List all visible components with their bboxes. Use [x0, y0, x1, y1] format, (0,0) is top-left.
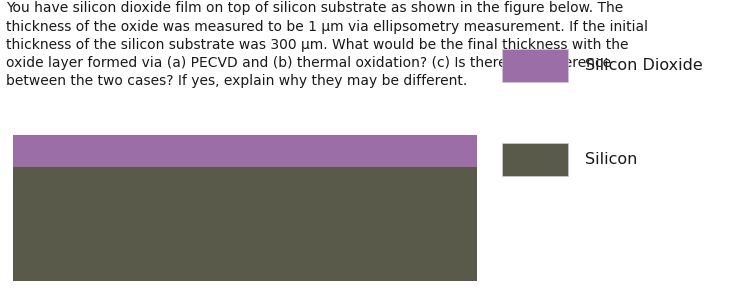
Bar [13, 135, 477, 166]
Bar [13, 166, 477, 281]
Text: Silicon: Silicon [585, 152, 637, 167]
Text: Silicon Dioxide: Silicon Dioxide [585, 58, 702, 73]
Bar [502, 49, 568, 82]
Bar [502, 143, 568, 176]
Text: You have silicon dioxide film on top of silicon substrate as shown in the figure: You have silicon dioxide film on top of … [6, 1, 648, 88]
